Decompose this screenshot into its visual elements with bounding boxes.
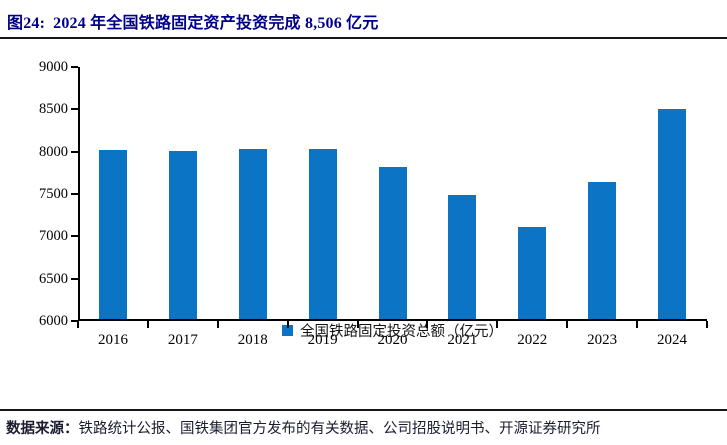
bar-2017	[168, 150, 197, 321]
bar-2020	[378, 167, 407, 321]
y-axis-label: 7500	[39, 186, 68, 202]
x-axis-tick	[426, 321, 429, 328]
figure-title: 图24: 2024 年全国铁路固定资产投资完成 8,506 亿元	[7, 9, 379, 33]
bar-2019	[308, 149, 337, 321]
legend-label: 全国铁路固定投资总额（亿元）	[300, 324, 503, 340]
bar-2024	[658, 108, 687, 321]
data-source-text: 铁路统计公报、国铁集团官方发布的有关数据、公司招股说明书、开源证券研究所	[78, 421, 601, 437]
bar-2021	[448, 194, 477, 321]
legend-marker	[282, 325, 293, 336]
y-axis-label: 7000	[39, 228, 68, 245]
x-axis-tick	[216, 321, 219, 328]
x-axis-label: 2017	[167, 332, 198, 348]
y-axis-tick	[71, 150, 78, 153]
bar-2018	[238, 149, 267, 321]
x-axis-label: 2024	[657, 332, 688, 348]
x-axis-line	[78, 319, 707, 321]
footer-divider	[0, 409, 727, 411]
y-axis-tick	[71, 235, 78, 238]
x-axis-tick	[496, 321, 499, 328]
x-axis-tick	[706, 321, 708, 328]
plot-area: 6000 6500 7000 7500 8000 8500 9000 2016 2017 2018…	[39, 59, 708, 348]
x-axis-tick	[146, 321, 149, 328]
y-axis-label: 8500	[39, 101, 68, 118]
bar-2016	[98, 150, 127, 321]
x-axis-label: 2018	[237, 332, 268, 348]
y-axis-tick	[71, 193, 78, 195]
bar-chart: 6000 6500 7000 7500 8000 8500 9000 2016 2017 2018…	[0, 45, 727, 365]
y-axis-tick	[71, 66, 78, 68]
x-axis-tick	[286, 321, 289, 328]
legend: 全国铁路固定投资总额（亿元）	[78, 320, 707, 341]
x-axis-label: 2016	[97, 332, 128, 348]
y-axis-label: 9000	[39, 59, 68, 75]
figure-title-text: 2024 年全国铁路固定资产投资完成 8,506 亿元	[53, 15, 379, 32]
y-axis-label: 6500	[39, 270, 68, 287]
x-axis-label: 2019	[307, 332, 338, 348]
x-axis-label: 2023	[587, 332, 618, 348]
figure-number: 图24:	[7, 15, 46, 32]
y-axis-label: 6000	[39, 313, 68, 329]
x-axis-tick	[636, 321, 639, 328]
y-axis-line	[78, 67, 80, 321]
x-axis-tick	[77, 321, 79, 328]
y-axis-tick	[71, 108, 78, 111]
y-axis-tick	[71, 320, 78, 322]
y-axis-tick	[71, 277, 78, 280]
x-axis-tick	[566, 321, 569, 328]
x-axis-tick	[356, 321, 359, 328]
bar-2023	[588, 181, 617, 321]
x-axis-label: 2022	[517, 332, 548, 348]
title-divider	[0, 37, 727, 39]
bar-2022	[518, 227, 547, 321]
data-source: 数据来源：铁路统计公报、国铁集团官方发布的有关数据、公司招股说明书、开源证券研究…	[6, 417, 721, 438]
x-axis-label: 2020	[377, 332, 408, 348]
data-source-label: 数据来源：	[6, 421, 79, 437]
y-axis-label: 8000	[39, 143, 68, 160]
x-axis-label: 2021	[447, 332, 478, 348]
